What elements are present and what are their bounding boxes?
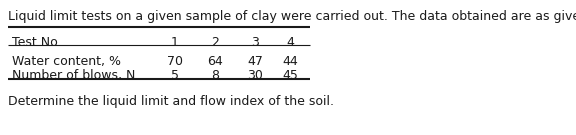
Text: 2: 2 [211,36,219,49]
Text: 8: 8 [211,69,219,82]
Text: Test No.: Test No. [12,36,62,49]
Text: 30: 30 [247,69,263,82]
Text: Determine the liquid limit and flow index of the soil.: Determine the liquid limit and flow inde… [8,95,334,108]
Text: 4: 4 [286,36,294,49]
Text: Water content, %: Water content, % [12,55,121,68]
Text: 5: 5 [171,69,179,82]
Text: 3: 3 [251,36,259,49]
Text: 1: 1 [171,36,179,49]
Text: 47: 47 [247,55,263,68]
Text: 45: 45 [282,69,298,82]
Text: 70: 70 [167,55,183,68]
Text: 64: 64 [207,55,223,68]
Text: 44: 44 [282,55,298,68]
Text: Number of blows, N: Number of blows, N [12,69,135,82]
Text: Liquid limit tests on a given sample of clay were carried out. The data obtained: Liquid limit tests on a given sample of … [8,10,576,23]
